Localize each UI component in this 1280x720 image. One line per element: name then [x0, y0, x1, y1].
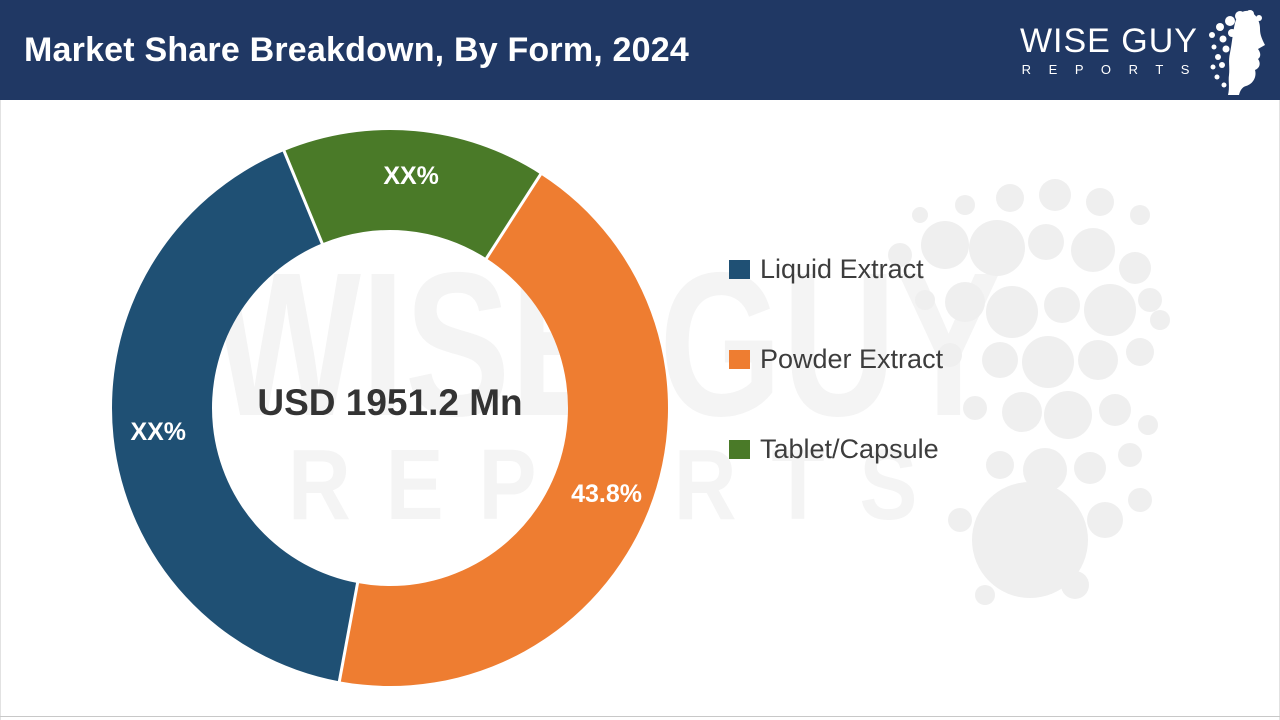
wise-guy-logo: WISE GUY R E P O R T S — [1020, 5, 1266, 95]
legend-swatch-powder-extract — [729, 349, 750, 369]
logo-face-icon — [1209, 10, 1265, 95]
legend-label: Liquid Extract — [760, 253, 924, 284]
page-edge-left — [0, 100, 1, 720]
legend-item-powder-extract: Powder Extract — [729, 343, 944, 374]
slice-value-label: 43.8% — [571, 480, 642, 508]
chart-center-value: USD 1951.2 Mn — [257, 382, 523, 423]
page-title: Market Share Breakdown, By Form, 2024 — [24, 30, 689, 69]
legend-swatch-tablet-capsule — [729, 439, 750, 459]
donut-slice-tablet-capsule — [284, 129, 541, 259]
donut-slice-powder-extract — [339, 174, 669, 686]
page-bottom-divider — [0, 716, 1280, 717]
legend-item-tablet-capsule: Tablet/Capsule — [729, 433, 943, 464]
slice-separator — [484, 171, 543, 261]
slice-separator — [281, 148, 325, 246]
slice-value-label: XX% — [383, 162, 439, 190]
slice-value-label: XX% — [130, 418, 186, 446]
chart-legend: Liquid Extract Powder Extract Tablet/Cap… — [729, 253, 944, 525]
header: Market Share Breakdown, By Form, 2024 WI… — [0, 0, 1280, 100]
donut-slice-liquid-extract — [112, 150, 358, 682]
logo-wordmark: WISE GUY — [1019, 22, 1198, 60]
legend-item-liquid-extract: Liquid Extract — [729, 253, 943, 284]
legend-label: Tablet/Capsule — [760, 433, 939, 464]
legend-swatch-liquid-extract — [729, 259, 750, 279]
logo-subtext: R E P O R T S — [1021, 62, 1197, 77]
slice-separator — [337, 580, 360, 684]
logo-text: WISE GUY R E P O R T S — [1020, 24, 1198, 76]
legend-label: Powder Extract — [760, 343, 944, 374]
